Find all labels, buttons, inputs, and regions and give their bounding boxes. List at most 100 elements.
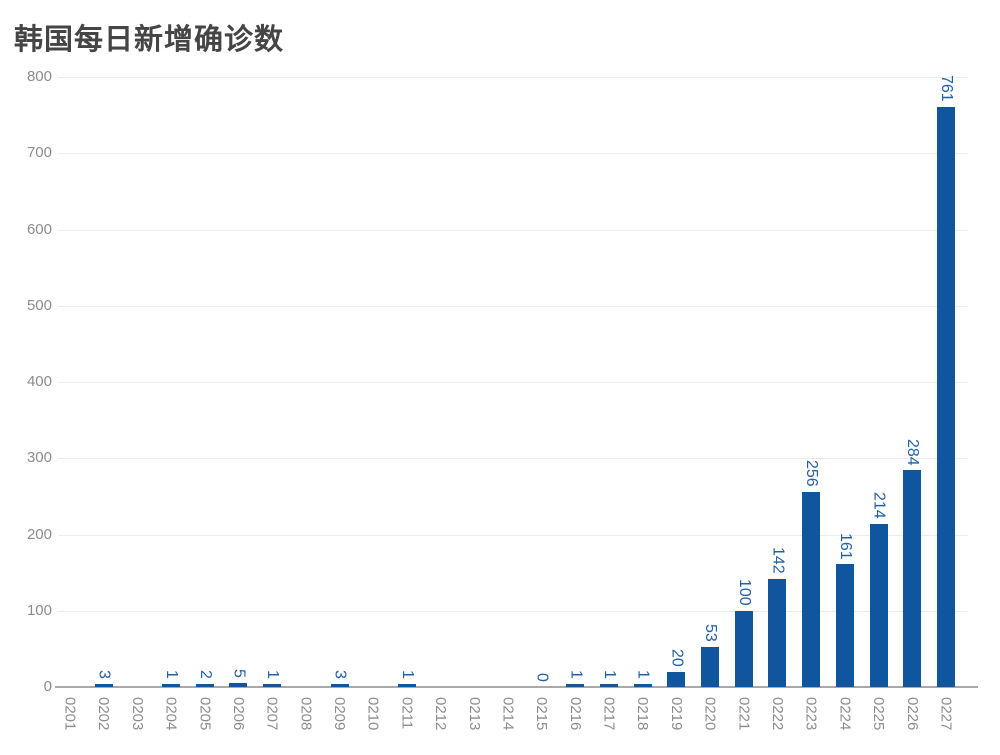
x-axis-tick-label-0223: 0223 — [802, 697, 820, 731]
bar-column-0227: 761 — [929, 75, 963, 687]
gridline-y-700 — [58, 153, 968, 155]
x-axis-tick-label-0205: 0205 — [196, 697, 214, 731]
y-axis-tick-label: 600 — [26, 220, 52, 238]
bar-value-label-0225: 214 — [870, 492, 888, 519]
x-axis-tick-label-0213: 0213 — [465, 697, 483, 731]
x-axis-tick-label-0208: 0208 — [297, 697, 315, 731]
bar-value-label-0219: 20 — [668, 648, 686, 667]
bar-0221[interactable] — [734, 610, 753, 687]
bar-0217[interactable] — [600, 684, 619, 687]
bar-column-0209: 3 — [323, 77, 357, 687]
bar-column-0206: 5 — [222, 77, 256, 687]
bar-column-0216: 1 — [559, 77, 593, 687]
bar-value-label-0224: 161 — [836, 532, 854, 560]
x-axis-tick-label-0225: 0225 — [870, 697, 888, 731]
y-axis-tick-label: 700 — [26, 144, 52, 162]
bar-0227[interactable] — [936, 106, 955, 687]
bar-0209[interactable] — [330, 684, 349, 687]
bar-0207[interactable] — [263, 684, 282, 687]
bar-column-0204: 1 — [154, 77, 188, 687]
bar-value-label-0207: 1 — [264, 670, 282, 679]
x-axis-tick-label-0203: 0203 — [128, 697, 146, 731]
bar-column-0214 — [491, 77, 525, 687]
bar-column-0208 — [289, 77, 323, 687]
x-axis-tick-label-0206: 0206 — [229, 697, 247, 731]
bar-value-label-0211: 1 — [398, 670, 416, 679]
bar-value-label-0202: 3 — [95, 670, 113, 679]
bar-column-0220: 53 — [693, 77, 727, 687]
bar-value-label-0218: 1 — [634, 670, 652, 679]
bar-column-0219: 20 — [660, 77, 694, 687]
bar-0205[interactable] — [195, 684, 214, 687]
bar-column-0225: 214 — [862, 77, 896, 687]
bar-column-0218: 1 — [626, 77, 660, 687]
bar-value-label-0205: 2 — [196, 670, 214, 679]
x-axis-tick-label-0204: 0204 — [162, 697, 180, 731]
x-axis-tick-label-0216: 0216 — [566, 697, 584, 731]
x-axis-tick-label-0214: 0214 — [499, 697, 517, 731]
y-axis-tick-label: 300 — [26, 449, 52, 467]
bar-value-label-0220: 53 — [702, 623, 720, 642]
bar-column-0211: 1 — [390, 77, 424, 687]
bar-value-label-0227: 761 — [937, 75, 955, 102]
bar-column-0223: 256 — [794, 77, 828, 687]
chart-title: 韩国每日新增确诊数 — [14, 24, 285, 56]
bar-column-0224: 161 — [828, 77, 862, 687]
bar-0224[interactable] — [835, 564, 854, 687]
gridline-y-500 — [58, 305, 968, 307]
bar-value-label-0209: 3 — [331, 670, 349, 679]
bar-value-label-0206: 5 — [230, 669, 248, 679]
bar-value-label-0215: 0 — [533, 673, 551, 682]
bar-0218[interactable] — [633, 684, 652, 687]
bar-column-0226: 284 — [895, 77, 929, 687]
y-axis-tick-label: 0 — [43, 678, 52, 695]
bar-0211[interactable] — [397, 684, 416, 687]
x-axis-tick-label-0219: 0219 — [667, 697, 685, 731]
gridline-y-300 — [58, 458, 968, 460]
gridline-y-800 — [58, 77, 968, 78]
bar-0223[interactable] — [802, 491, 821, 687]
bar-0204[interactable] — [162, 684, 181, 687]
x-axis-tick-label-0227: 0227 — [937, 697, 955, 731]
bar-0216[interactable] — [566, 684, 585, 687]
x-axis-tick-label-0217: 0217 — [600, 697, 618, 731]
bar-column-0203 — [121, 77, 155, 687]
bar-column-0210 — [356, 77, 390, 687]
x-axis-line — [55, 686, 978, 688]
bar-value-label-0217: 1 — [601, 670, 619, 679]
bar-column-0213 — [457, 77, 491, 687]
x-axis-tick-label-0222: 0222 — [768, 697, 786, 731]
x-axis-tick-label-0211: 0211 — [398, 697, 416, 730]
gridline-y-200 — [58, 534, 968, 536]
bar-0222[interactable] — [768, 578, 787, 687]
x-axis-tick-label-0218: 0218 — [634, 697, 652, 731]
y-axis-tick-label: 400 — [26, 373, 52, 390]
gridline-y-100 — [58, 610, 968, 612]
bar-0219[interactable] — [667, 671, 686, 687]
bar-0226[interactable] — [903, 470, 922, 687]
bar-column-0201 — [53, 77, 87, 687]
x-axis-tick-label-0207: 0207 — [263, 697, 281, 731]
bar-column-0215: 0 — [525, 77, 559, 687]
bar-0220[interactable] — [701, 646, 720, 687]
y-axis-tick-label: 500 — [26, 296, 52, 314]
y-axis-tick-label: 200 — [26, 525, 52, 543]
bar-value-label-0222: 142 — [769, 547, 787, 574]
bar-value-label-0223: 256 — [803, 460, 821, 487]
bar-column-0212 — [424, 77, 458, 687]
x-axis-tick-label-0224: 0224 — [836, 697, 854, 731]
bar-column-0205: 2 — [188, 77, 222, 687]
bar-value-label-0216: 1 — [567, 670, 585, 679]
x-axis-tick-label-0226: 0226 — [903, 697, 921, 731]
bar-0202[interactable] — [94, 684, 113, 687]
bar-0206[interactable] — [229, 683, 248, 687]
bar-0225[interactable] — [869, 523, 888, 687]
bar-column-0221: 100 — [727, 77, 761, 687]
gridline-y-400 — [58, 382, 968, 383]
gridline-y-600 — [58, 229, 968, 231]
x-axis-tick-label-0215: 0215 — [533, 697, 551, 731]
bar-column-0222: 142 — [761, 77, 795, 687]
bar-value-label-0221: 100 — [735, 579, 753, 606]
x-axis-tick-label-0209: 0209 — [331, 697, 349, 731]
